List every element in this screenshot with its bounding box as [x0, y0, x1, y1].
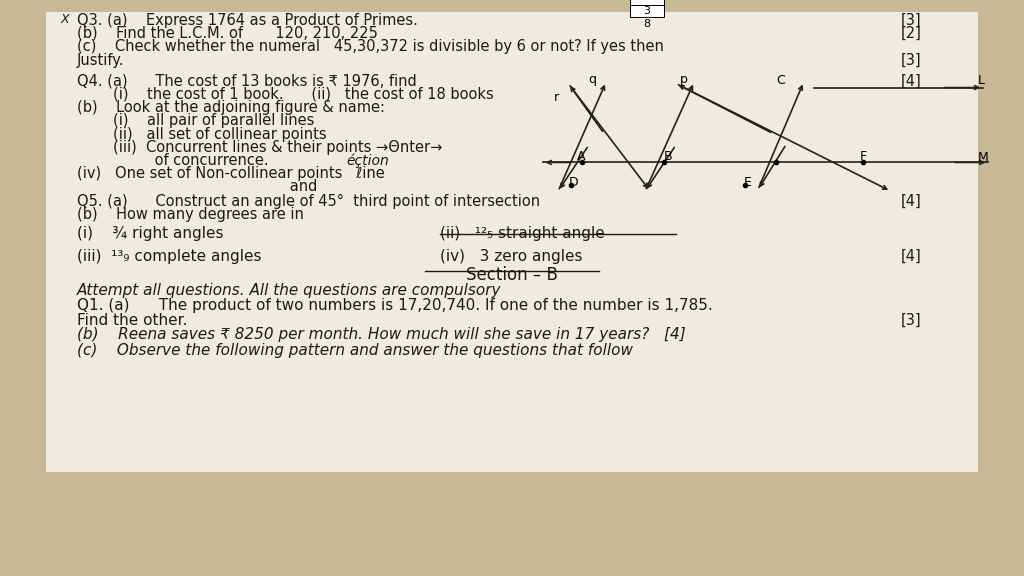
Text: [3]: [3]: [901, 53, 922, 68]
Text: Q4. (a)      The cost of 13 books is ₹ 1976, find: Q4. (a) The cost of 13 books is ₹ 1976, …: [77, 74, 417, 89]
Text: 8: 8: [643, 18, 650, 29]
Text: Find the other.: Find the other.: [77, 313, 187, 328]
Text: [2]: [2]: [901, 26, 922, 41]
Text: (iv)   3 zero angles: (iv) 3 zero angles: [440, 249, 583, 264]
Text: (ii)   all set of collinear points: (ii) all set of collinear points: [113, 127, 327, 142]
Text: éçtion: éçtion: [346, 153, 389, 168]
Text: F: F: [860, 150, 866, 163]
Text: Q5. (a)      Construct an angle of 45°  third point of intersection: Q5. (a) Construct an angle of 45° third …: [77, 194, 540, 209]
Text: (b)    Look at the adjoining figure & name:: (b) Look at the adjoining figure & name:: [77, 100, 385, 115]
Text: Justify.: Justify.: [77, 53, 124, 68]
Text: p: p: [680, 73, 688, 86]
Text: [3]: [3]: [901, 13, 922, 28]
Text: Q1. (a)      The product of two numbers is 17,20,740. If one of the number is 1,: Q1. (a) The product of two numbers is 17…: [77, 298, 713, 313]
Text: q: q: [588, 73, 596, 86]
Text: (i)    the cost of 1 book.      (ii)   the cost of 18 books: (i) the cost of 1 book. (ii) the cost of…: [113, 87, 494, 102]
Text: (iii)  ¹³₉ complete angles: (iii) ¹³₉ complete angles: [77, 249, 261, 264]
Bar: [630, 5, 664, 17]
Text: [4]: [4]: [901, 194, 922, 209]
Text: E: E: [743, 176, 752, 189]
Text: L: L: [978, 74, 984, 87]
Text: (ii)   ¹²₅ straight angle: (ii) ¹²₅ straight angle: [440, 226, 605, 241]
Text: of concurrence.: of concurrence.: [113, 153, 268, 168]
Text: (b)    Find the L.C.M. of       120, 210, 225: (b) Find the L.C.M. of 120, 210, 225: [77, 26, 378, 41]
Text: M: M: [978, 151, 988, 164]
Text: Attempt all questions. All the questions are compulsory: Attempt all questions. All the questions…: [77, 283, 502, 298]
Text: and: and: [77, 179, 317, 194]
Text: (i)    ¾ right angles: (i) ¾ right angles: [77, 226, 223, 241]
Text: (i)    all pair of parallel lines: (i) all pair of parallel lines: [113, 113, 314, 128]
Text: D: D: [568, 176, 579, 189]
Text: Q3. (a)    Express 1764 as a Product of Primes.: Q3. (a) Express 1764 as a Product of Pri…: [77, 13, 418, 28]
Text: (c)    Check whether the numeral   45,30,372 is divisible by 6 or not? If yes th: (c) Check whether the numeral 45,30,372 …: [77, 39, 664, 54]
Text: C: C: [776, 74, 784, 87]
Text: A: A: [578, 150, 586, 163]
FancyBboxPatch shape: [46, 12, 978, 472]
Text: (c)    Observe the following pattern and answer the questions that follow: (c) Observe the following pattern and an…: [77, 343, 633, 358]
Bar: [630, 0, 664, 5]
Text: [3]: [3]: [901, 313, 922, 328]
Text: (b)    Reena saves ₹ 8250 per month. How much will she save in 17 years?   [4]: (b) Reena saves ₹ 8250 per month. How mu…: [77, 327, 685, 342]
Text: [4]: [4]: [901, 74, 922, 89]
Text: Section – B: Section – B: [466, 266, 558, 284]
Text: X: X: [60, 13, 69, 26]
Text: B: B: [664, 150, 672, 163]
Text: (b)    How many degrees are in: (b) How many degrees are in: [77, 207, 304, 222]
Text: r: r: [553, 92, 559, 104]
Text: [4]: [4]: [901, 249, 922, 264]
Text: (iii)  Concurrent lines & their points →Θnter→: (iii) Concurrent lines & their points →Θ…: [113, 140, 442, 155]
Text: 3: 3: [643, 6, 650, 16]
Text: (iv)   One set of Non-collinear points   ℓine: (iv) One set of Non-collinear points ℓin…: [77, 166, 385, 181]
